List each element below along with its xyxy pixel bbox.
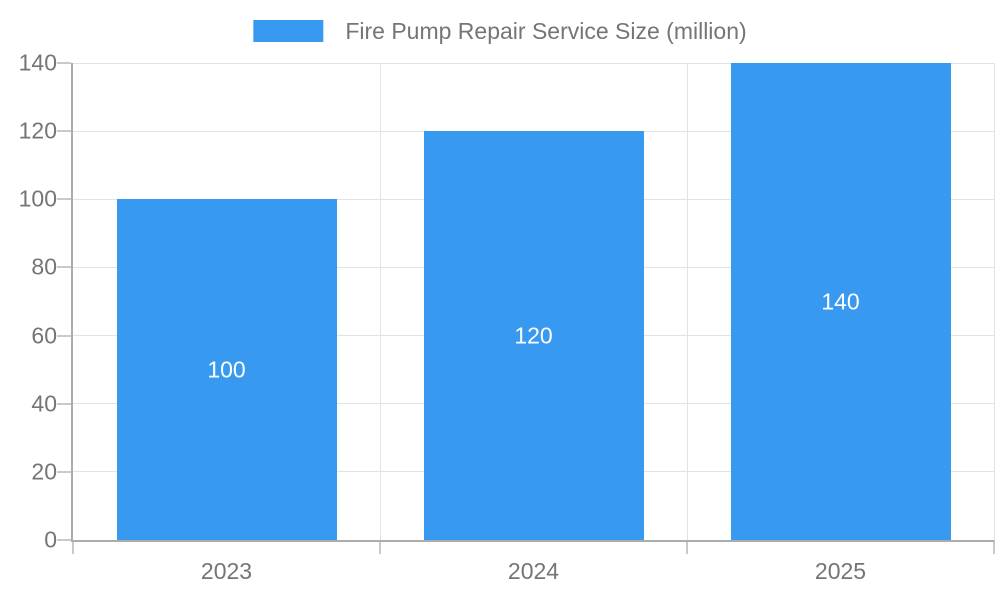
- y-axis-tick: [57, 62, 71, 64]
- y-axis-tick: [57, 539, 71, 541]
- y-axis-tick-label: 100: [18, 185, 57, 212]
- x-axis-tick: [993, 540, 995, 554]
- y-axis-tick-label: 80: [31, 253, 57, 280]
- bar-value-label: 120: [514, 322, 553, 349]
- y-axis-tick-label: 0: [44, 526, 57, 553]
- x-axis-line: [71, 540, 994, 542]
- y-axis-tick-label: 20: [31, 458, 57, 485]
- legend-label: Fire Pump Repair Service Size (million): [345, 18, 747, 44]
- y-axis-tick-label: 40: [31, 390, 57, 417]
- y-gridline: [73, 62, 994, 64]
- y-axis-tick: [57, 334, 71, 337]
- y-axis-tick-label: 60: [31, 322, 57, 349]
- y-axis-tick-label: 140: [18, 49, 57, 76]
- bar-2025[interactable]: [730, 63, 951, 540]
- x-axis-tick-label: 2025: [814, 558, 867, 584]
- x-gridline: [379, 63, 381, 540]
- y-axis-line: [71, 63, 73, 542]
- y-axis-tick: [57, 130, 71, 133]
- x-axis-tick: [72, 540, 74, 554]
- y-axis-tick: [57, 470, 71, 473]
- bar-2024[interactable]: [423, 131, 644, 540]
- y-gridline: [73, 130, 994, 132]
- y-axis-tick: [57, 266, 71, 269]
- x-gridline: [686, 63, 688, 540]
- y-axis-tick: [57, 198, 71, 201]
- x-axis-tick-label: 2024: [507, 558, 560, 584]
- y-axis-tick-label: 120: [18, 117, 57, 144]
- legend-swatch: [253, 20, 324, 42]
- x-axis-tick-label: 2023: [200, 558, 253, 584]
- legend[interactable]: Fire Pump Repair Service Size (million): [253, 18, 747, 44]
- x-axis-tick: [686, 540, 688, 554]
- bar-value-label: 140: [821, 288, 860, 314]
- y-axis-tick: [57, 402, 71, 405]
- plot-area: 0 20 40 60 80 100 120 140 100 2023 120 2024 140 2025: [19, 50, 995, 584]
- bar-2023[interactable]: [116, 199, 337, 540]
- bar-value-label: 100: [207, 356, 246, 383]
- x-axis-tick: [379, 540, 381, 554]
- x-gridline: [993, 63, 995, 540]
